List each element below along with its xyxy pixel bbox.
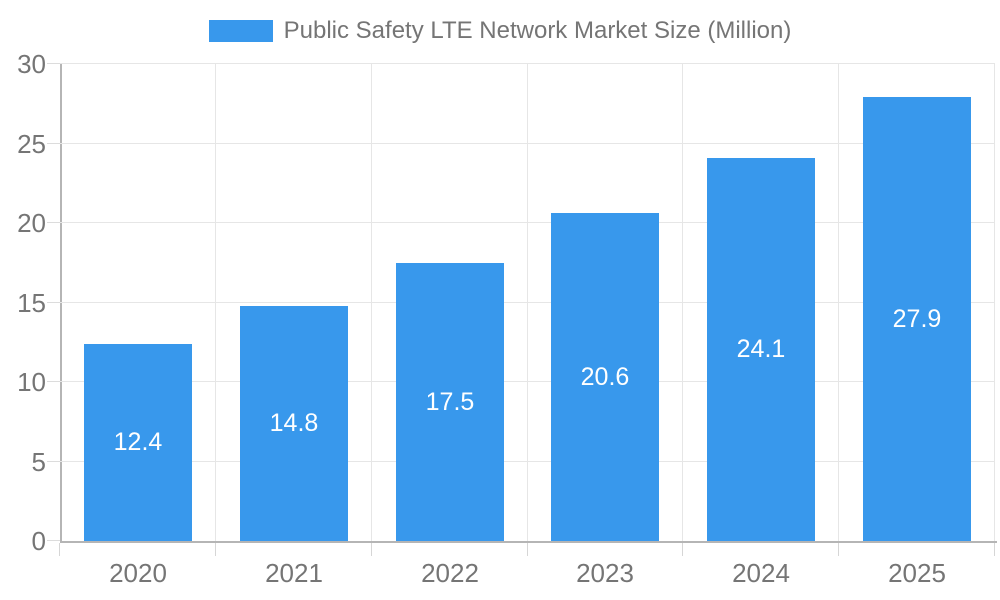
bar-value-label: 27.9 (892, 304, 942, 333)
gridline-horizontal (60, 142, 995, 144)
x-axis-tick (994, 543, 995, 556)
legend-swatch-icon (208, 20, 273, 42)
y-axis-tick (47, 381, 60, 382)
bar-2021[interactable]: 14.8 (240, 306, 348, 541)
bar-2023[interactable]: 20.6 (551, 213, 659, 541)
y-axis-tick-label: 0 (31, 526, 46, 556)
gridline-horizontal (60, 222, 995, 223)
y-axis-tick (47, 540, 60, 541)
x-axis-tick (526, 543, 528, 556)
gridline-horizontal (60, 63, 995, 64)
y-axis-tick-label: 25 (17, 128, 46, 159)
y-axis-tick-label: 5 (31, 446, 46, 477)
x-axis-tick (370, 543, 372, 556)
x-axis-tick (682, 543, 684, 556)
y-axis-tick-label: 10 (17, 367, 46, 397)
y-axis-tick-label: 30 (17, 49, 46, 79)
legend-series-label: Public Safety LTE Network Market Size (M… (283, 17, 792, 44)
y-axis-tick (47, 222, 60, 223)
x-axis-category-label: 2021 (265, 558, 323, 588)
gridline-horizontal (60, 460, 995, 462)
gridline-vertical (682, 64, 684, 541)
gridline-vertical (526, 64, 528, 541)
bar-2022[interactable]: 17.5 (396, 263, 504, 541)
x-axis-category-label: 2022 (421, 558, 479, 588)
bar-2025[interactable]: 27.9 (863, 97, 971, 541)
plot-area (60, 64, 997, 543)
y-axis-tick (47, 301, 60, 303)
x-axis-category-label: 2023 (576, 558, 634, 588)
y-axis-tick (47, 142, 60, 144)
x-axis-category-label: 2020 (109, 558, 167, 588)
y-axis-tick (47, 63, 60, 64)
y-axis-tick (47, 460, 60, 462)
chart-legend: Public Safety LTE Network Market Size (M… (0, 17, 1000, 45)
x-axis-tick (59, 543, 60, 556)
bar-value-label: 24.1 (736, 335, 786, 363)
bar-value-label: 12.4 (113, 428, 163, 456)
gridline-vertical (838, 64, 840, 541)
bar-value-label: 20.6 (580, 362, 630, 391)
bar-value-label: 14.8 (269, 409, 319, 437)
x-axis-tick (214, 543, 216, 556)
x-axis-category-label: 2024 (732, 558, 790, 588)
x-axis-tick (838, 543, 840, 556)
bar-2020[interactable]: 12.4 (84, 344, 192, 541)
bar-value-label: 17.5 (425, 387, 475, 416)
gridline-horizontal (60, 381, 995, 382)
gridline-vertical (370, 64, 372, 541)
x-axis-category-label: 2025 (888, 558, 946, 588)
gridline-vertical (994, 64, 995, 541)
bar-2024[interactable]: 24.1 (707, 158, 815, 541)
y-axis-tick-label: 20 (17, 208, 46, 238)
gridline-horizontal (60, 301, 995, 303)
y-axis-tick-label: 15 (17, 287, 46, 318)
gridline-vertical (214, 64, 216, 541)
